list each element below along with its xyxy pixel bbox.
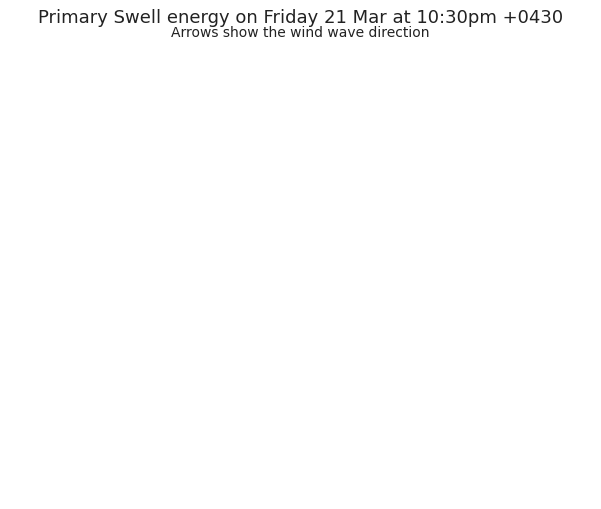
Text: Arrows show the wind wave direction: Arrows show the wind wave direction	[171, 26, 430, 40]
Text: Primary Swell energy on Friday 21 Mar at 10:30pm +0430: Primary Swell energy on Friday 21 Mar at…	[38, 9, 563, 27]
